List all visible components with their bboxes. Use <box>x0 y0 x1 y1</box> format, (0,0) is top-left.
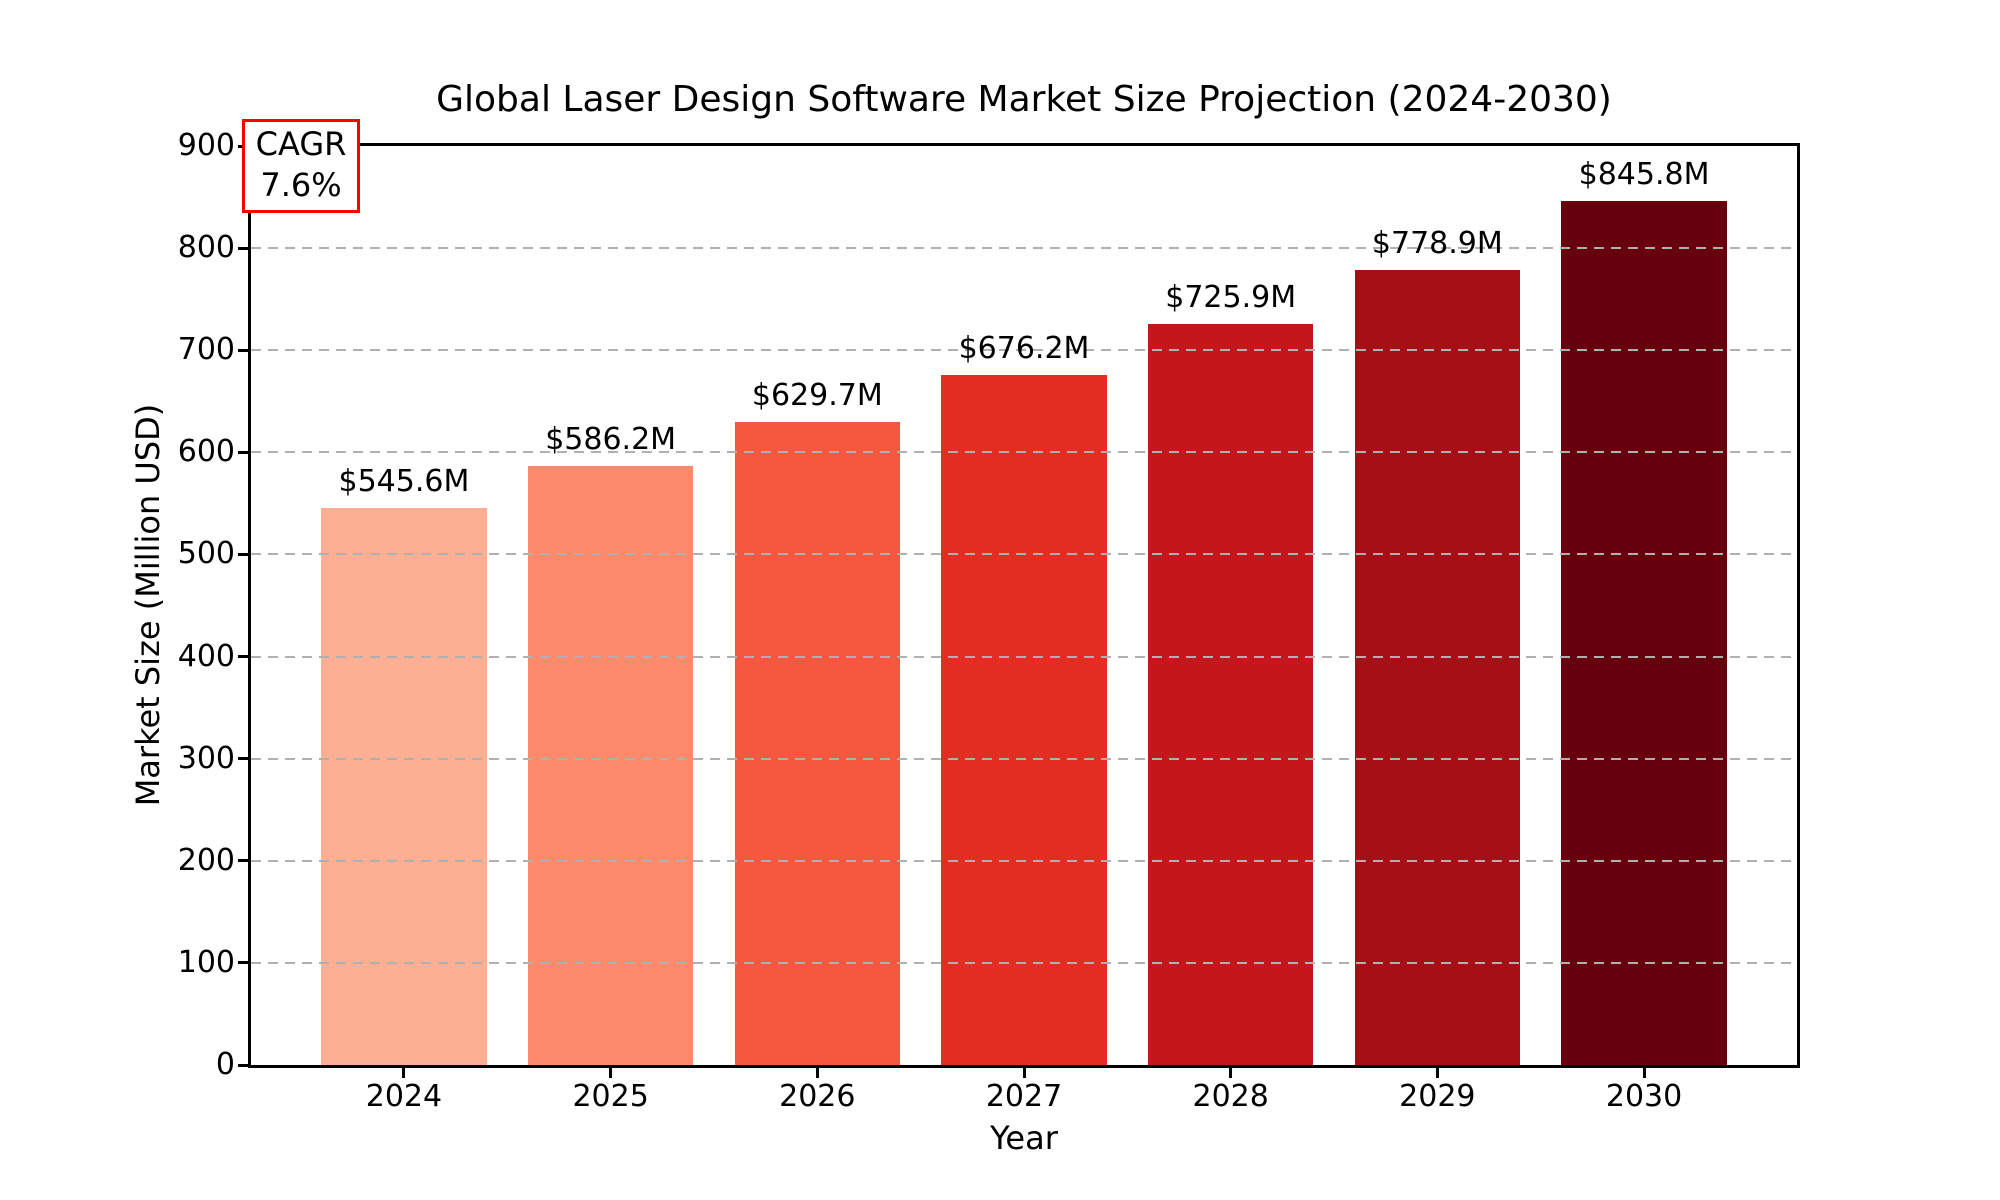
x-tick-label-2024: 2024 <box>365 1079 443 1114</box>
x-tick-mark-2030 <box>1642 1068 1646 1078</box>
gridline-800 <box>251 247 1797 250</box>
y-tick-label-900: 900 <box>177 128 235 163</box>
cagr-annotation-line2: 7.6% <box>260 166 342 204</box>
bar-2026 <box>734 422 900 1065</box>
bar-2025 <box>527 466 694 1065</box>
plot-area: $545.6M $586.2M $629.7M $676.2M $725.9M $778.… <box>178 128 1800 1114</box>
x-axis-label: Year <box>990 1119 1058 1157</box>
y-tick-mark-0 <box>238 1063 248 1067</box>
x-tick-mark-2024 <box>402 1068 406 1078</box>
bar-2028 <box>1148 323 1314 1065</box>
y-tick-mark-100 <box>238 961 248 965</box>
y-tick-label-600: 600 <box>177 434 235 470</box>
y-tick-mark-800 <box>238 246 248 250</box>
x-tick-label-2030: 2030 <box>1605 1079 1683 1114</box>
x-tick-label-2028: 2028 <box>1192 1079 1269 1114</box>
gridline-200 <box>251 859 1797 862</box>
x-tick-label-2025: 2025 <box>572 1079 649 1114</box>
gridline-300 <box>251 757 1797 760</box>
x-tick-mark-2028 <box>1229 1068 1233 1078</box>
gridline-700 <box>251 349 1797 352</box>
y-tick-label-300: 300 <box>177 740 235 776</box>
y-tick-mark-200 <box>238 859 248 863</box>
bar-value-2025: $586.2M <box>545 422 677 458</box>
cagr-annotation-line1: CAGR <box>255 125 347 163</box>
y-tick-mark-600 <box>238 450 248 454</box>
x-tick-mark-2029 <box>1435 1068 1439 1078</box>
bar-2024 <box>321 507 487 1065</box>
x-tick-mark-2027 <box>1022 1068 1026 1078</box>
x-tick-label-2029: 2029 <box>1399 1079 1476 1114</box>
bar-value-2027: $676.2M <box>958 330 1090 366</box>
y-tick-mark-700 <box>238 348 248 352</box>
y-tick-label-200: 200 <box>177 842 235 878</box>
x-tick-mark-2026 <box>815 1068 819 1078</box>
cagr-annotation-box: CAGR 7.6% <box>242 119 360 213</box>
bar-2030 <box>1561 201 1727 1065</box>
chart-title: Global Laser Design Software Market Size… <box>436 79 1612 120</box>
bar-value-2029: $778.9M <box>1371 225 1503 261</box>
y-axis-label: Market Size (Million USD) <box>129 403 167 807</box>
y-tick-mark-300 <box>238 757 248 761</box>
y-tick-label-0: 0 <box>215 1047 235 1082</box>
gridline-500 <box>251 553 1797 556</box>
gridline-600 <box>251 451 1797 454</box>
bar-value-2026: $629.7M <box>751 378 883 414</box>
x-tick-mark-2025 <box>609 1068 613 1078</box>
bar-2029 <box>1354 269 1521 1065</box>
y-tick-label-700: 700 <box>177 332 235 368</box>
bar-value-2024: $545.6M <box>338 463 470 499</box>
x-tick-label-2027: 2027 <box>985 1079 1063 1114</box>
bar-value-2030: $845.8M <box>1578 157 1710 193</box>
y-tick-label-100: 100 <box>177 944 235 980</box>
y-tick-label-800: 800 <box>177 230 235 266</box>
y-tick-mark-500 <box>238 552 248 556</box>
bar-value-2028: $725.9M <box>1165 279 1297 315</box>
x-tick-label-2026: 2026 <box>779 1079 856 1114</box>
gridline-400 <box>251 655 1797 658</box>
y-tick-mark-400 <box>238 655 248 659</box>
bar-2027 <box>941 374 1107 1065</box>
gridline-100 <box>251 961 1797 964</box>
y-tick-label-500: 500 <box>177 536 235 572</box>
y-tick-label-400: 400 <box>177 638 235 674</box>
